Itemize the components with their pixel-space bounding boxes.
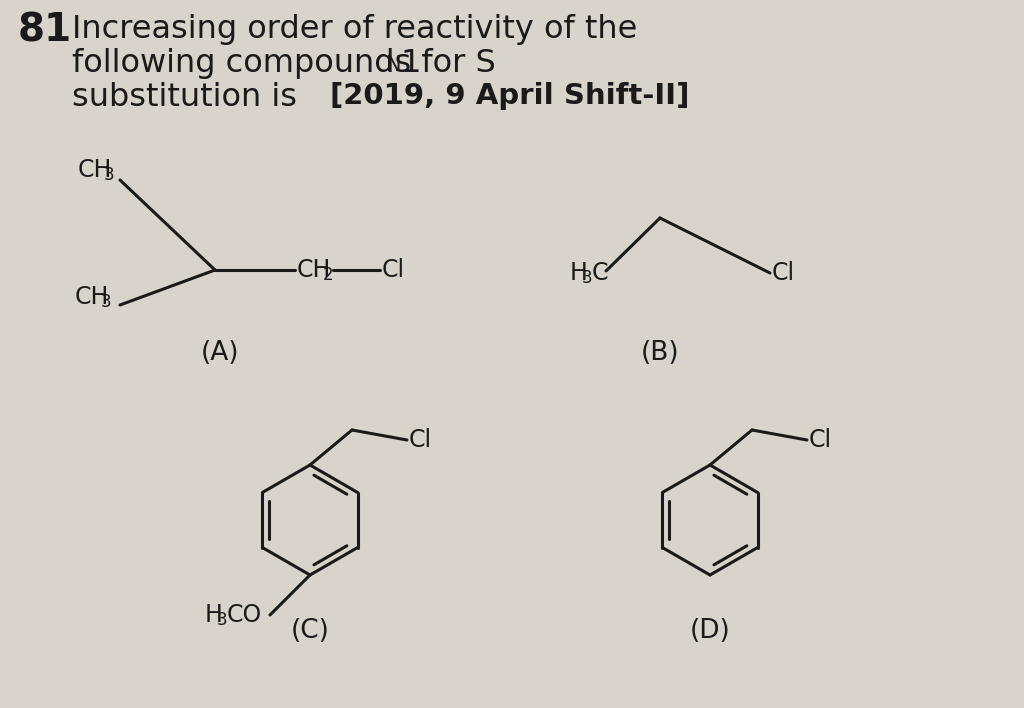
Text: 3: 3 [101, 293, 112, 311]
Text: CO: CO [227, 603, 262, 627]
Text: (C): (C) [291, 618, 330, 644]
Text: Cl: Cl [409, 428, 432, 452]
Text: 3: 3 [582, 269, 593, 287]
Text: Cl: Cl [809, 428, 833, 452]
Text: 2: 2 [323, 266, 334, 284]
Text: 1: 1 [400, 48, 421, 79]
Text: 3: 3 [217, 611, 227, 629]
Text: following compounds for S: following compounds for S [72, 48, 496, 79]
Text: (B): (B) [641, 340, 679, 366]
Text: substitution is: substitution is [72, 82, 297, 113]
Text: Cl: Cl [382, 258, 406, 282]
Text: H: H [205, 603, 223, 627]
Text: [2019, 9 April Shift-II]: [2019, 9 April Shift-II] [330, 82, 689, 110]
Text: CH: CH [297, 258, 332, 282]
Text: H: H [570, 261, 588, 285]
Text: Increasing order of reactivity of the: Increasing order of reactivity of the [72, 14, 637, 45]
Text: 81: 81 [18, 12, 72, 50]
Text: CH: CH [75, 285, 110, 309]
Text: (D): (D) [689, 618, 730, 644]
Text: (A): (A) [201, 340, 240, 366]
Text: 3: 3 [104, 166, 115, 184]
Text: CH: CH [78, 158, 113, 182]
Text: N: N [386, 55, 401, 75]
Text: C: C [592, 261, 608, 285]
Text: Cl: Cl [772, 261, 795, 285]
